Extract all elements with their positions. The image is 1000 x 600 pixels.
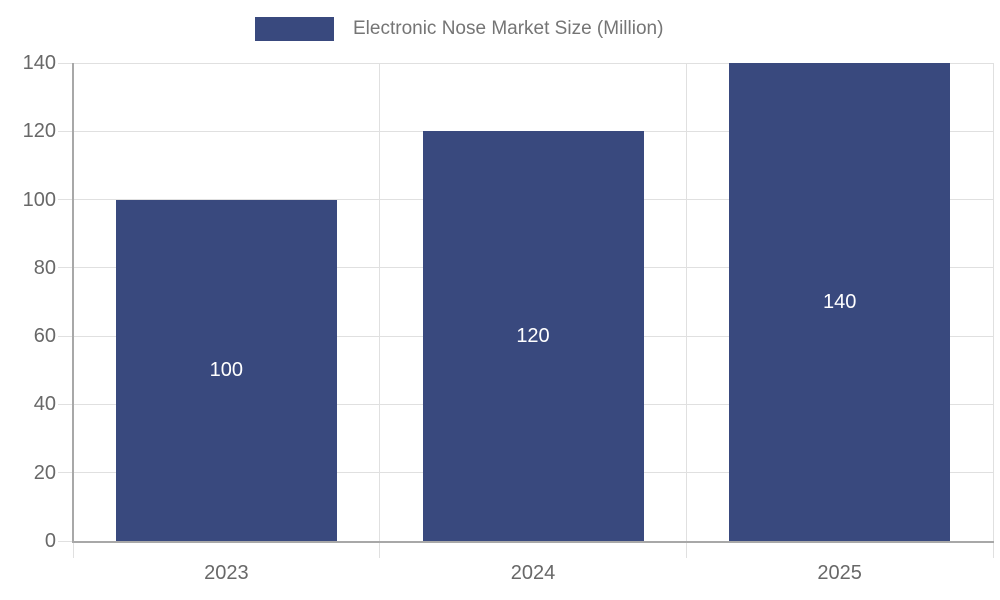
bar-2024[interactable] (422, 131, 644, 541)
y-axis-tick (58, 130, 73, 132)
x-tick-label: 2025 (817, 562, 862, 584)
x-gridline (685, 63, 687, 541)
y-tick-label: 120 (22, 120, 56, 143)
y-axis-tick (58, 472, 73, 474)
legend[interactable]: Electronic Nose Market Size (Million) (255, 17, 663, 41)
y-gridline (73, 62, 993, 64)
legend-swatch-icon (255, 17, 334, 41)
x-tick-label: 2023 (204, 562, 249, 584)
y-tick-label: 40 (33, 393, 56, 416)
x-axis-tick (992, 543, 994, 558)
x-axis-tick (685, 543, 687, 558)
y-tick-label: 60 (33, 325, 56, 348)
y-axis-tick (58, 199, 73, 201)
x-axis-tick (72, 543, 74, 558)
y-tick-label: 100 (22, 188, 56, 211)
x-tick-label: 2024 (510, 562, 556, 584)
bar-value-label: 120 (516, 325, 550, 348)
y-axis-tick (58, 335, 73, 337)
x-axis-line (72, 541, 994, 543)
y-tick-label: 80 (33, 256, 56, 279)
x-axis-tick (379, 543, 381, 558)
y-tick-label: 0 (44, 530, 56, 552)
bar-value-label: 140 (822, 291, 857, 313)
bar-value-label: 100 (209, 359, 244, 382)
bar-2025[interactable] (729, 63, 951, 541)
y-axis-tick (58, 62, 73, 64)
legend-label: Electronic Nose Market Size (Million) (353, 18, 664, 39)
y-tick-label: 140 (22, 52, 56, 74)
x-gridline (992, 63, 994, 541)
bar-2023[interactable] (115, 199, 337, 541)
y-axis-tick (58, 540, 73, 542)
y-axis-tick (58, 403, 73, 405)
x-gridline (379, 63, 381, 541)
y-tick-label: 20 (33, 461, 56, 484)
y-axis-line (72, 63, 74, 543)
y-axis-tick (58, 267, 73, 269)
